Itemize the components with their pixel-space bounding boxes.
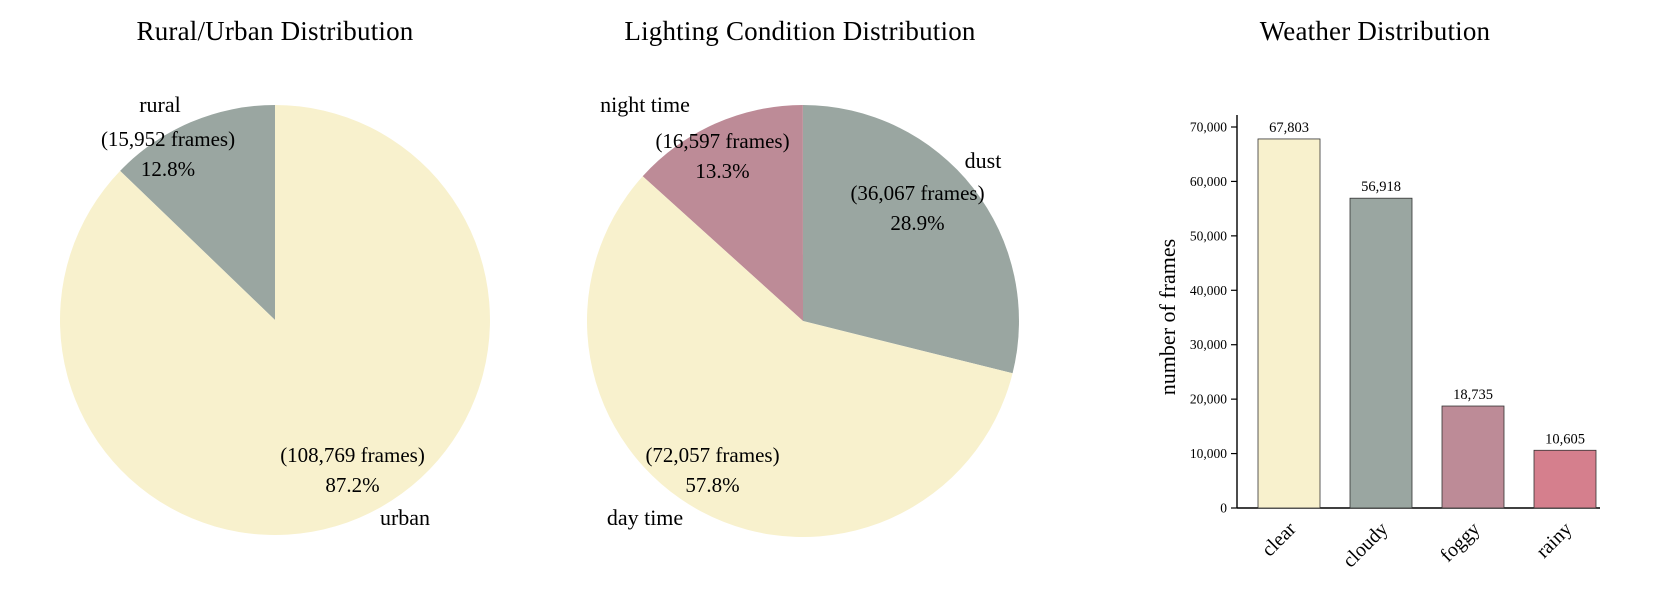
y-axis-label: number of frames [1155, 239, 1180, 395]
y-tick-label: 20,000 [1190, 392, 1227, 407]
lighting-pie-chart [586, 104, 1019, 537]
pie-slice-night-time [642, 105, 803, 321]
day-frames-label: (72,057 frames) [645, 443, 780, 467]
night-pct-label: 13.3% [695, 159, 750, 183]
pie-slice-values-night-time: (16,597 frames) 13.3% [615, 126, 830, 186]
pie-slice-values-rural: (15,952 frames) 12.8% [63, 124, 273, 184]
y-tick-label: 60,000 [1190, 174, 1227, 189]
bar-value-label: 18,735 [1453, 387, 1493, 403]
pie-slice-rural [120, 105, 275, 320]
rural-frames-label: (15,952 frames) [100, 127, 236, 151]
lighting-chart-title: Lighting Condition Distribution [624, 16, 976, 46]
bar-rainy [1533, 449, 1597, 509]
bar-value-label: 10,605 [1545, 431, 1585, 447]
pie-slice-urban [59, 105, 490, 535]
y-tick-label: 50,000 [1190, 228, 1227, 243]
pie-slice-label-day-time: day time [606, 505, 684, 530]
x-tick-label: clear [1258, 518, 1301, 561]
weather-chart-title: Weather Distribution [1259, 16, 1491, 46]
y-tick-label: 70,000 [1190, 120, 1227, 135]
pie-slice-dust [802, 104, 1019, 374]
x-tick-label: foggy [1436, 518, 1485, 567]
y-tick-label: 40,000 [1190, 283, 1227, 298]
urban-pct-label: 87.2% [325, 473, 380, 497]
rural-urban-pie-chart [59, 105, 490, 535]
rural-pct-label: 12.8% [140, 157, 196, 181]
y-tick-label: 10,000 [1190, 446, 1227, 461]
urban-frames-label: (108,769 frames) [280, 443, 425, 467]
day-pct-label: 57.8% [685, 473, 740, 497]
pie-slice-values-dust: (36,067 frames) 28.9% [810, 178, 1025, 238]
pie-slice-day-time [586, 176, 1013, 537]
pie-slice-label-dust: dust [964, 148, 1002, 173]
y-tick-label: 30,000 [1190, 337, 1227, 352]
bar-value-label: 56,918 [1361, 179, 1401, 195]
night-frames-label: (16,597 frames) [655, 129, 790, 153]
pie-slice-label-urban: urban [379, 505, 431, 530]
dust-frames-label: (36,067 frames) [850, 181, 985, 205]
bar-cloudy [1349, 197, 1413, 509]
bar-value-label: 67,803 [1269, 120, 1309, 136]
pie-slice-label-rural: rural [139, 92, 181, 117]
x-tick-label: rainy [1532, 518, 1577, 563]
pie-slice-label-night-time: night time [600, 92, 690, 117]
pie-slice-values-urban: (108,769 frames) 87.2% [245, 440, 460, 500]
y-tick-label: 0 [1220, 501, 1227, 516]
x-tick-label: cloudy [1338, 518, 1392, 572]
dust-pct-label: 28.9% [890, 211, 945, 235]
rural-urban-chart-title: Rural/Urban Distribution [136, 16, 414, 46]
weather-bar-chart: 0 10,000 20,000 30,000 40,000 50,000 60,000 70,… [1155, 115, 1600, 572]
bar-foggy [1441, 405, 1505, 509]
bar-clear [1257, 138, 1321, 509]
pie-slice-values-day-time: (72,057 frames) 57.8% [605, 440, 820, 500]
